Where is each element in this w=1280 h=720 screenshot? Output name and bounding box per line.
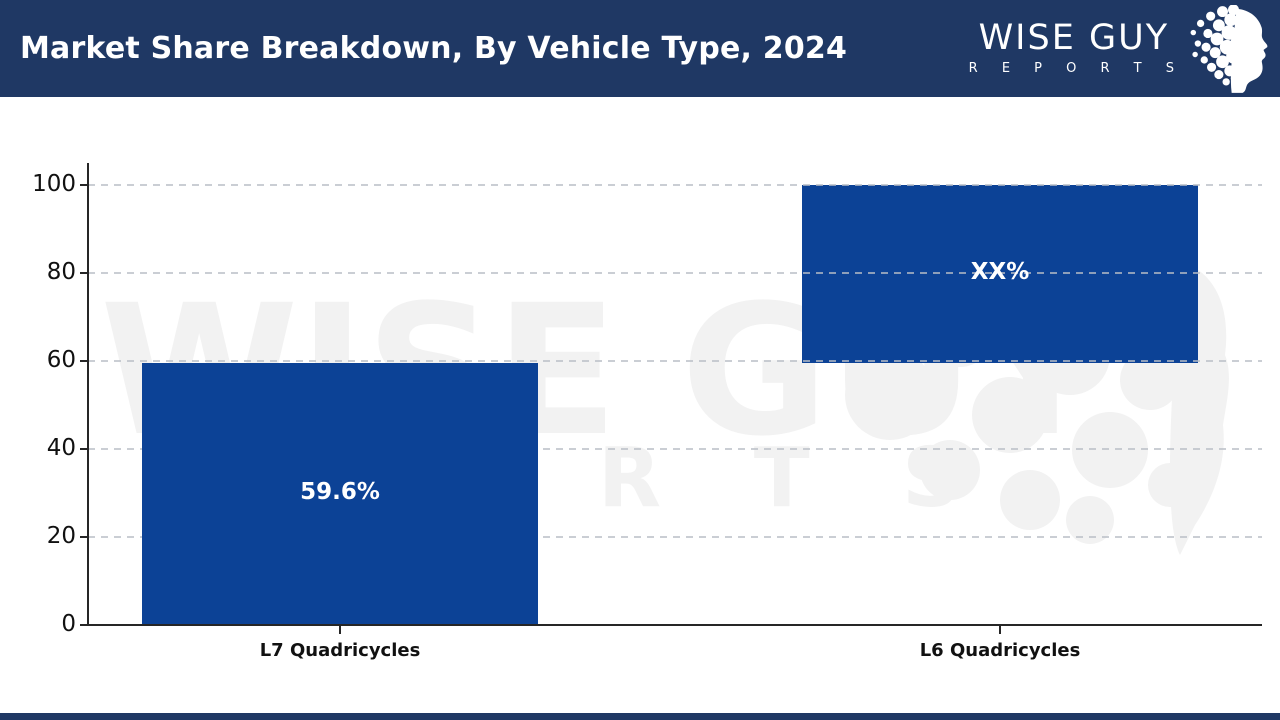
y-tick-label: 40 <box>46 435 76 461</box>
dotted-head-profile-icon <box>1190 4 1268 93</box>
y-tick-mark <box>80 624 88 626</box>
watermark-dotted-head-icon <box>845 252 1229 555</box>
bar-value-label: 59.6% <box>300 478 380 505</box>
gridline-y20 <box>88 536 1262 538</box>
y-tick-mark <box>80 448 88 450</box>
x-axis-line <box>87 624 1262 626</box>
y-tick-label: 20 <box>46 523 76 549</box>
footer-bar <box>0 713 1280 720</box>
page-title: Market Share Breakdown, By Vehicle Type,… <box>20 31 848 66</box>
y-tick-label: 100 <box>32 171 76 197</box>
y-tick-label: 80 <box>46 259 76 285</box>
gridline-y40 <box>88 448 1262 450</box>
y-tick-label: 60 <box>46 347 76 373</box>
y-tick-mark <box>80 184 88 186</box>
x-tick-mark <box>339 626 341 634</box>
y-axis-line <box>87 163 89 626</box>
logo-wordmark-line2: R E P O R T S <box>968 61 1184 76</box>
y-tick-label: 0 <box>61 611 76 637</box>
y-tick-mark <box>80 536 88 538</box>
bar-l7-quadricycles <box>142 362 538 625</box>
y-tick-mark <box>80 272 88 274</box>
logo-wordmark-line1: WISE GUY <box>978 18 1170 58</box>
gridline-y60 <box>88 360 1262 362</box>
gridline-y80 <box>88 272 1262 274</box>
x-tick-mark <box>999 626 1001 634</box>
x-category-label: L7 Quadricycles <box>259 640 421 661</box>
wise-guy-logo: WISE GUY R E P O R T S <box>964 4 1270 93</box>
x-category-label: L6 Quadricycles <box>919 640 1081 661</box>
header: Market Share Breakdown, By Vehicle Type,… <box>0 0 1280 97</box>
y-tick-mark <box>80 360 88 362</box>
gridline-y100 <box>88 184 1262 186</box>
bar-value-label: XX% <box>970 258 1030 285</box>
logo-wordmark: WISE GUY R E P O R T S <box>964 18 1184 77</box>
watermark-reports-letters: R T S <box>598 431 994 526</box>
